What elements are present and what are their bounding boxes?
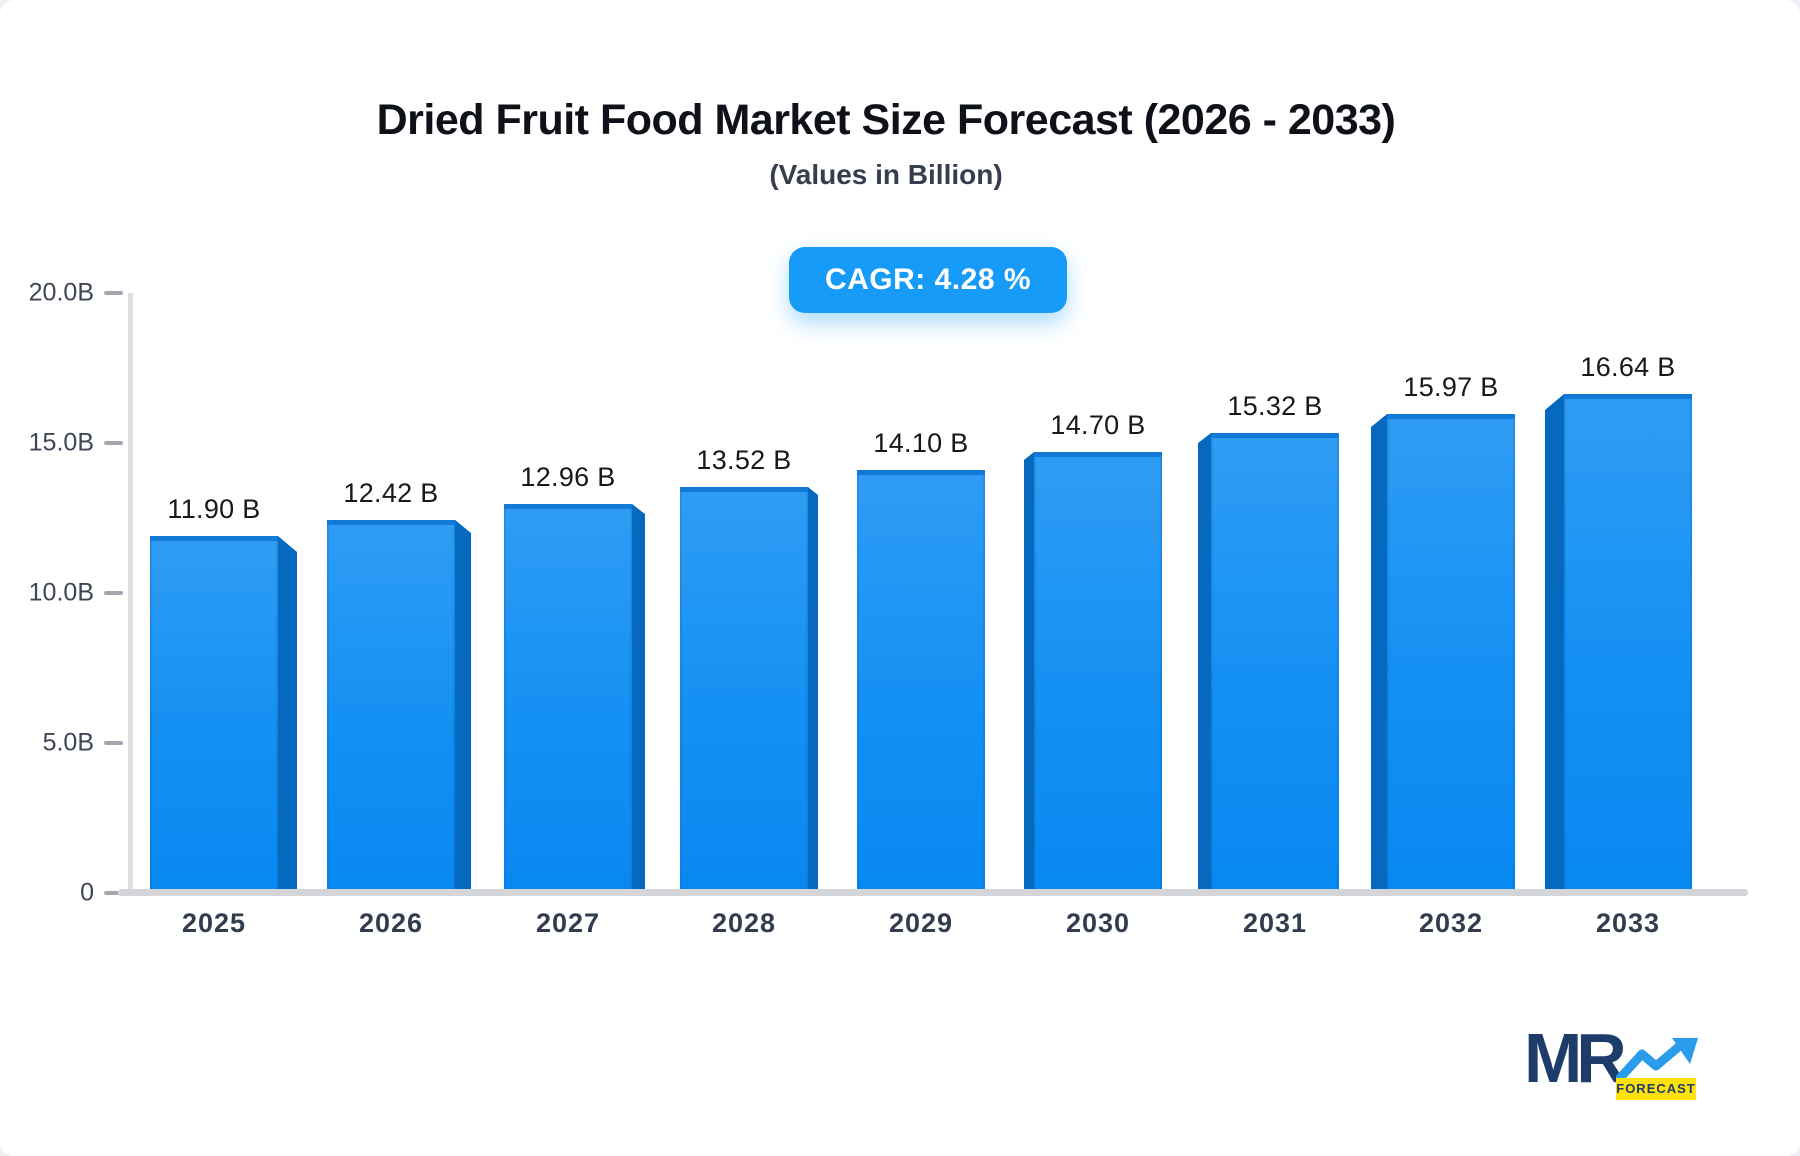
bar-face [1564, 394, 1692, 893]
x-axis-line [118, 889, 1748, 896]
chart-title: Dried Fruit Food Market Size Forecast (2… [376, 96, 1396, 144]
bar-side-face [1545, 394, 1564, 893]
x-tick-label-2027: 2027 [535, 908, 601, 938]
x-tick-label-2026: 2026 [358, 908, 424, 938]
x-tick-label-2030: 2030 [1065, 908, 1131, 938]
y-tick-mark [104, 291, 123, 295]
bar-side-face [1371, 414, 1387, 893]
bar-value-label: 13.52 B [696, 445, 792, 475]
y-tick-mark [104, 441, 123, 445]
x-tick-label-2029: 2029 [888, 908, 954, 938]
bar-2029 [857, 470, 985, 893]
bar-2027 [504, 504, 645, 893]
bar-side-face [278, 536, 297, 893]
y-tick-label: 20.0B [28, 278, 94, 307]
bar-side-face [632, 504, 645, 893]
y-tick-label: 15.0B [28, 428, 94, 457]
bar-value-label: 16.64 B [1580, 352, 1676, 382]
bar-side-face [455, 520, 471, 893]
chart-header: Dried Fruit Food Market Size Forecast (2… [0, 0, 1800, 313]
y-tick-label: 0 [80, 878, 94, 907]
bar-face [150, 536, 278, 893]
bar-value-label: 15.97 B [1403, 372, 1499, 402]
bar-face [1034, 452, 1162, 893]
y-tick-mark [104, 891, 123, 895]
x-tick-label-2031: 2031 [1242, 908, 1308, 938]
bar-2025 [150, 536, 297, 893]
cagr-badge: CAGR: 4.28 % [788, 247, 1068, 313]
bar-value-label: 15.32 B [1227, 391, 1323, 421]
x-tick-label-2032: 2032 [1418, 908, 1484, 938]
bar-face [327, 520, 455, 893]
bar-side-face [1198, 433, 1211, 893]
bar-side-face [1024, 452, 1034, 893]
chart-subtitle: (Values in Billion) [769, 159, 1003, 190]
bar-face [504, 504, 632, 893]
brand-logo-sub: FORECAST [1616, 1078, 1696, 1100]
cagr-badge-row: CAGR: 4.28 % [28, 247, 1800, 313]
y-tick-label: 5.0B [42, 728, 94, 757]
bar-2031 [1198, 433, 1339, 893]
bar-2033 [1545, 394, 1692, 893]
x-tick-label-2025: 2025 [181, 908, 247, 938]
y-tick-label: 10.0B [28, 578, 94, 607]
brand-logo-text: MR [1524, 1019, 1627, 1097]
bar-2028 [680, 487, 818, 893]
brand-logo: MR FORECAST [1524, 1019, 1714, 1110]
x-tick-label-2028: 2028 [711, 908, 777, 938]
y-axis-line [128, 293, 133, 893]
bar-value-label: 11.90 B [167, 494, 261, 524]
y-tick-mark [104, 741, 123, 745]
bar-value-label: 12.42 B [343, 478, 439, 508]
bar-2030 [1024, 452, 1162, 893]
bar-face [1387, 414, 1515, 893]
bar-value-label: 14.70 B [1050, 410, 1146, 440]
bar-face [680, 487, 808, 893]
growth-arrow-icon [1616, 1038, 1698, 1082]
y-tick-mark [104, 591, 123, 595]
x-tick-label-2033: 2033 [1595, 908, 1661, 938]
bar-2026 [327, 520, 471, 893]
bar-face [857, 470, 985, 893]
bar-face [1211, 433, 1339, 893]
bar-2032 [1371, 414, 1515, 893]
bar-value-label: 12.96 B [520, 462, 616, 492]
bar-side-face [808, 487, 818, 893]
bar-value-label: 14.10 B [873, 428, 969, 458]
